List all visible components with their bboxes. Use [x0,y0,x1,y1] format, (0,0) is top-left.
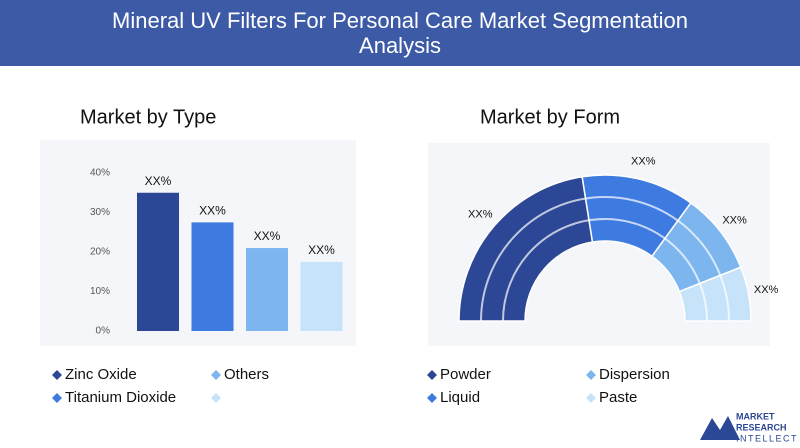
chart-title: Market by Type [80,106,216,128]
ring-separator [480,196,730,322]
logo-text: INTELLECT [736,433,798,443]
legend-marker [586,393,596,403]
legend-marker [427,370,437,380]
value-label: XX% [722,214,747,226]
y-tick-label: 30% [90,207,110,218]
legend-label: Dispersion [599,366,670,383]
bar [191,222,234,331]
legend-label: Zinc Oxide [65,366,137,383]
donut-segment [458,175,594,322]
bar [246,248,288,331]
y-tick-label: 10% [90,286,110,297]
donut-segment [678,266,752,322]
value-label: XX% [631,155,656,167]
value-label: XX% [254,229,281,243]
chart-title: Market by Form [480,106,620,128]
legend-label: Others [224,366,269,383]
logo-text: RESEARCH [736,422,787,432]
legend-marker [427,393,437,403]
y-tick-label: 40% [90,168,110,179]
logo-icon [700,416,740,440]
logo-text: MARKET [736,411,775,421]
legend-label: Powder [440,366,491,383]
legend-marker [586,370,596,380]
value-label: XX% [145,174,172,188]
ring-separator [502,218,708,322]
value-label: XX% [199,204,226,218]
bar [137,192,179,331]
value-label: XX% [468,208,493,220]
header: Mineral UV Filters For Personal Care Mar… [0,0,800,66]
bar [300,261,343,331]
value-label: XX% [754,284,779,296]
legend-marker [52,370,62,380]
logo: MARKET RESEARCH INTELLECT [700,411,798,443]
legend-label: Paste [599,389,637,406]
legend-marker [211,393,221,403]
page-title: Mineral UV Filters For Personal Care Mar… [112,8,688,58]
legend-label: Liquid [440,389,480,406]
y-tick-label: 20% [90,247,110,258]
y-tick-label: 0% [96,326,111,337]
legend-label: Titanium Dioxide [65,389,176,406]
value-label: XX% [308,243,335,257]
legend-marker [211,370,221,380]
legend-marker [52,393,62,403]
